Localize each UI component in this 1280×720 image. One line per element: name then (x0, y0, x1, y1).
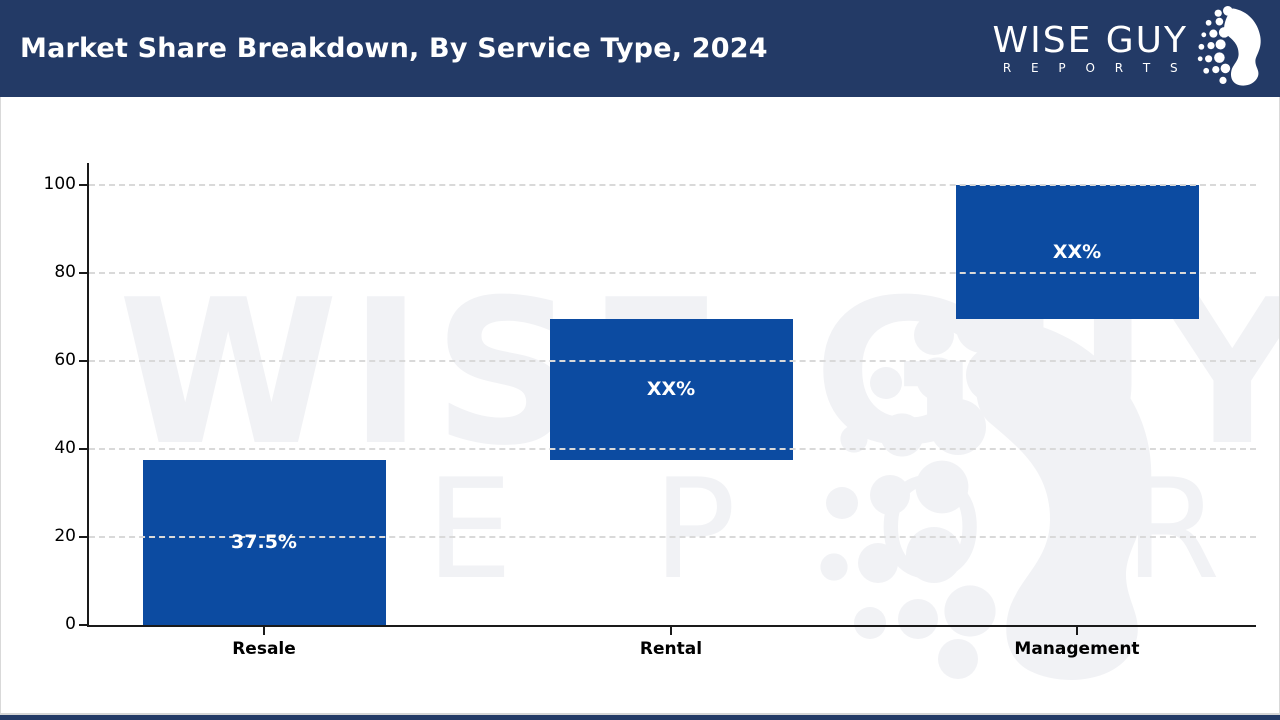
gridline (89, 359, 1256, 362)
bar-value-label: XX% (1052, 240, 1102, 263)
x-category-label: Resale (232, 639, 296, 659)
gridline (89, 447, 1256, 450)
page-title: Market Share Breakdown, By Service Type,… (20, 33, 768, 64)
x-tick-mark (263, 627, 265, 635)
gridline (89, 535, 1256, 538)
wise-guy-reports-logo: WISE GUY R E P O R T S (993, 6, 1269, 90)
y-tick-label: 0 (65, 614, 76, 634)
x-axis-line (87, 625, 1256, 627)
y-tick-label: 60 (54, 349, 76, 370)
y-tick-label: 40 (54, 437, 76, 458)
bar (955, 184, 1199, 319)
bar (142, 459, 386, 625)
gridline (89, 271, 1256, 274)
x-tick-mark (1076, 627, 1078, 635)
y-tick-label: 80 (54, 261, 76, 282)
footer-bar (0, 715, 1280, 720)
x-category-label: Management (1014, 639, 1140, 659)
logo-head-icon (1197, 6, 1261, 86)
y-tick-mark (79, 183, 87, 186)
logo-subtitle: R E P O R T S (1002, 61, 1186, 76)
y-tick-mark (79, 447, 87, 450)
left-border (0, 97, 1, 715)
x-tick-mark (670, 627, 672, 635)
bar-value-label: 37.5% (231, 531, 297, 554)
y-tick-mark (79, 271, 87, 274)
logo-text: WISE GUY R E P O R T S (993, 21, 1189, 76)
footer-hairline (0, 713, 1280, 715)
y-tick-mark (79, 535, 87, 538)
header-bar: Market Share Breakdown, By Service Type,… (0, 0, 1280, 97)
gridline (89, 183, 1256, 186)
bar-value-label: XX% (646, 378, 696, 401)
y-axis-line (87, 163, 89, 627)
y-tick-mark (79, 359, 87, 362)
bar (549, 318, 793, 460)
y-tick-label: 20 (54, 525, 76, 546)
y-tick-mark (79, 624, 87, 626)
logo-wordmark: WISE GUY (992, 19, 1188, 61)
y-tick-label: 100 (43, 173, 76, 194)
x-category-label: Rental (639, 639, 703, 659)
